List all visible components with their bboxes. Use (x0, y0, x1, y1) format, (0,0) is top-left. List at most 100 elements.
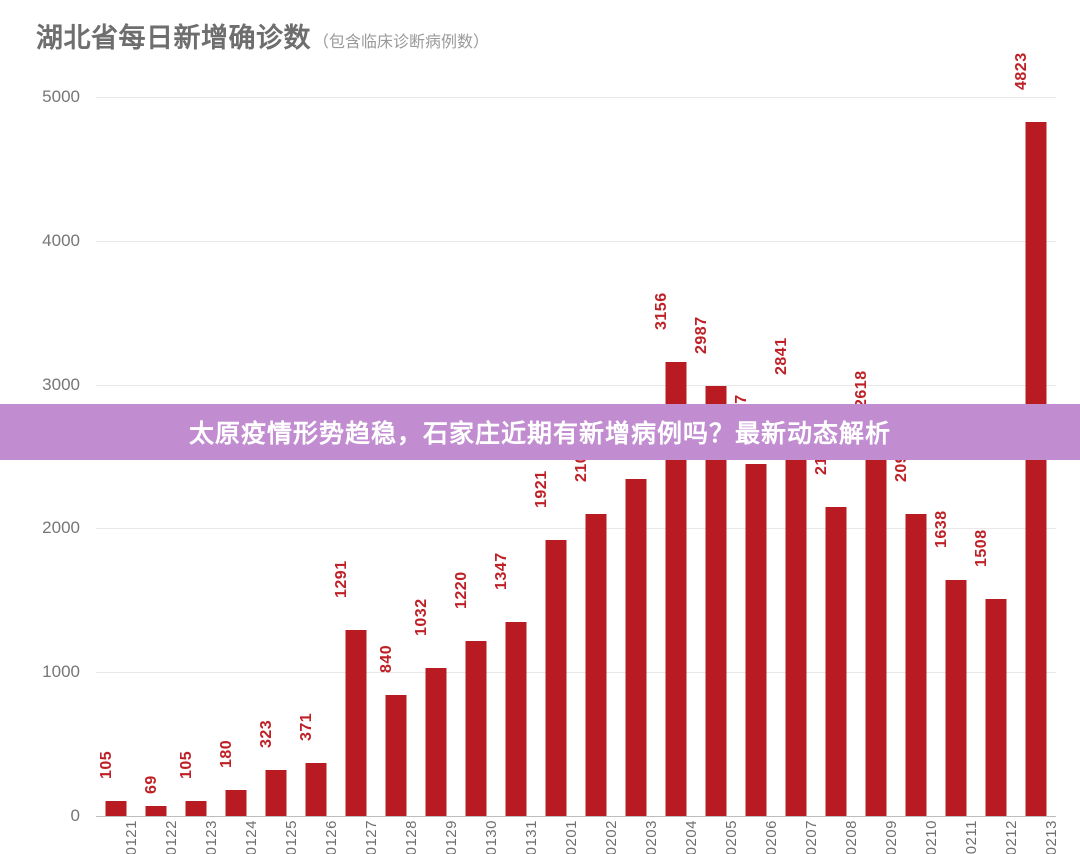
bar[interactable] (625, 478, 647, 816)
bar-value-label: 1921 (533, 470, 550, 508)
bar-slot[interactable]: 4823 (1013, 53, 1056, 816)
bar-slot[interactable]: 323 (256, 97, 296, 816)
bar[interactable] (545, 539, 567, 816)
bar-value-label: 4823 (1013, 52, 1030, 91)
y-axis-tick-label: 2000 (42, 518, 80, 537)
x-axis-tick-label: 0126 (323, 820, 340, 854)
x-axis-tick-label: 0209 (883, 820, 900, 854)
bar-value-label: 1508 (973, 529, 990, 568)
x-axis-tick-label: 0125 (283, 820, 300, 854)
bar-slot[interactable]: 1638 (933, 97, 976, 816)
x-axis-tick-label: 0205 (723, 820, 740, 854)
x-axis-tick-label: 0131 (523, 820, 540, 854)
bar-value-label: 1347 (493, 552, 510, 591)
bar-series: 105 69 105 180 323 371 1291 840 1032 1220 1347 1921… (96, 53, 1056, 816)
bar[interactable] (105, 800, 127, 816)
y-axis-tick-label: 0 (70, 806, 80, 825)
bar-slot[interactable]: 2447 (733, 97, 776, 816)
y-axis-tick-label: 4000 (42, 231, 80, 250)
bar-value-label: 69 (143, 775, 160, 795)
bar[interactable] (145, 806, 167, 816)
bar-slot[interactable]: 3156 (653, 97, 696, 816)
bar-slot[interactable]: 1032 (413, 97, 456, 816)
x-axis-tick-label: 0208 (843, 820, 860, 854)
bar[interactable] (745, 464, 767, 816)
bar[interactable] (785, 407, 807, 816)
x-axis-tick-label: 0201 (563, 820, 580, 854)
chart-header: 湖北省每日新增确诊数 （包含临床诊断病例数） (36, 16, 489, 55)
bar-slot[interactable]: 1220 (453, 97, 496, 816)
bar-value-label: 840 (378, 645, 395, 674)
bar[interactable] (425, 667, 447, 816)
gridline (96, 241, 1056, 242)
bar-slot[interactable]: 105 (96, 97, 136, 816)
bar[interactable] (945, 580, 967, 816)
bar-slot[interactable]: 105 (176, 97, 216, 816)
bar[interactable] (905, 514, 927, 816)
bar[interactable] (305, 762, 327, 816)
y-axis-tick-label: 3000 (42, 375, 80, 394)
bar[interactable] (265, 769, 287, 816)
overlay-banner: 太原疫情形势趋稳，石家庄近期有新增病例吗？最新动态解析 (0, 404, 1080, 460)
bar-value-label: 1291 (333, 560, 350, 599)
bar-slot[interactable]: 371 (296, 97, 336, 816)
bar-slot[interactable]: 1347 (493, 97, 536, 816)
x-axis-tick-label: 0203 (643, 820, 660, 854)
bar[interactable] (1025, 122, 1047, 816)
x-axis-tick-label: 0202 (603, 820, 620, 854)
bar[interactable] (665, 362, 687, 816)
x-axis-tick-label: 0129 (443, 820, 460, 854)
bar-slot[interactable]: 2147 (813, 97, 856, 816)
bar[interactable] (585, 513, 607, 816)
x-axis-tick-label: 0130 (483, 820, 500, 854)
bar-slot[interactable]: 1291 (333, 97, 376, 816)
bar-value-label: 2841 (773, 337, 790, 376)
bar[interactable] (345, 630, 367, 816)
bar[interactable] (465, 640, 487, 816)
gridline (96, 97, 1056, 98)
bar-value-label: 180 (218, 739, 235, 769)
bar[interactable] (505, 622, 527, 816)
bar-slot[interactable]: 2618 (853, 97, 896, 816)
y-axis-tick-label: 1000 (42, 662, 80, 681)
bar-slot[interactable]: 2841 (773, 97, 816, 816)
x-axis-tick-label: 0212 (1003, 820, 1020, 854)
bar-slot[interactable]: 1921 (533, 97, 576, 816)
bar-value-label: 1032 (413, 598, 430, 636)
x-axis-tick-label: 0124 (243, 820, 260, 854)
bar-slot[interactable]: 2097 (893, 97, 936, 816)
bar[interactable] (225, 790, 247, 816)
bar-value-label: 371 (298, 712, 315, 741)
bar-slot[interactable]: 2987 (693, 97, 736, 816)
x-axis-labels: 0121 0122 0123 0124 0125 0126 0127 0128 0129 0130… (96, 818, 1060, 854)
bar-value-label: 2987 (693, 316, 710, 355)
bar-value-label: 105 (178, 750, 195, 779)
chart-subtitle: （包含临床诊断病例数） (313, 32, 490, 51)
x-axis-tick-label: 0128 (403, 820, 420, 854)
x-axis-tick-label: 0122 (163, 820, 180, 854)
bar-slot[interactable]: 69 (136, 97, 176, 816)
x-axis-tick-label: 0123 (203, 820, 220, 854)
bar[interactable] (705, 386, 727, 816)
gridline (96, 528, 1056, 529)
page-title: 湖北省每日新增确诊数 (36, 23, 311, 54)
bar[interactable] (985, 599, 1007, 816)
bar[interactable] (385, 695, 407, 816)
bar-slot[interactable]: 840 (376, 97, 416, 816)
bar-slot[interactable]: 1508 (973, 97, 1016, 816)
bar-slot[interactable]: 2345 (613, 97, 656, 816)
x-axis-tick-label: 0121 (123, 820, 140, 854)
x-axis-tick-label: 0127 (363, 820, 380, 854)
bar[interactable] (185, 800, 207, 816)
x-axis-tick-label: 0213 (1043, 820, 1060, 854)
x-axis-tick-label: 0204 (683, 820, 700, 854)
x-axis-tick-label: 0210 (923, 820, 940, 854)
bar-slot[interactable]: 2103 (573, 97, 616, 816)
gridline (96, 672, 1056, 673)
bar-value-label: 1220 (453, 570, 470, 609)
bar-slot[interactable]: 180 (216, 97, 256, 816)
y-axis-tick-label: 5000 (42, 87, 80, 106)
bar[interactable] (825, 507, 847, 816)
bar[interactable] (865, 439, 887, 816)
